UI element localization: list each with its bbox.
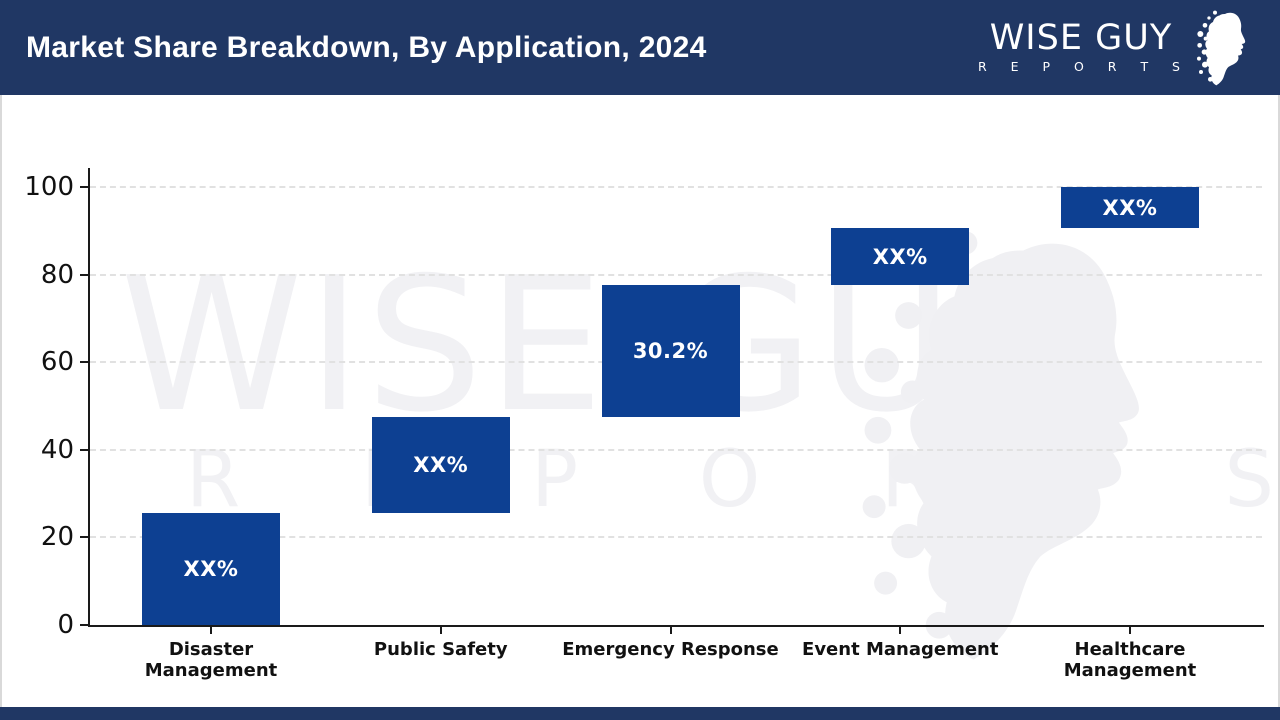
y-tick — [80, 624, 88, 626]
x-tick — [899, 627, 902, 634]
right-border — [1278, 95, 1280, 707]
x-category-label: Public Safety — [373, 639, 508, 660]
brand-wordmark: WISE GUY R E P O R T S — [972, 21, 1190, 74]
gridline — [90, 536, 1262, 539]
x-axis — [88, 625, 1264, 627]
bar-value-label: 30.2% — [632, 339, 709, 364]
y-tick — [80, 361, 88, 364]
left-border — [0, 95, 2, 707]
bar-value-label: XX% — [872, 244, 928, 269]
header: Market Share Breakdown, By Application, … — [0, 0, 1280, 95]
brand-logo: WISE GUY R E P O R T S — [972, 8, 1254, 88]
gridline — [90, 186, 1262, 188]
y-tick-label: 40 — [40, 434, 74, 465]
y-tick — [80, 186, 88, 188]
footer-bar — [0, 707, 1280, 720]
brand-name: WISE GUY — [989, 18, 1173, 59]
y-tick-label: 60 — [40, 347, 74, 378]
x-category-label: Disaster Management — [144, 639, 278, 681]
x-tick — [1129, 627, 1131, 634]
y-tick-label: 20 — [40, 522, 74, 553]
y-axis — [88, 168, 90, 627]
x-tick — [210, 627, 212, 634]
x-tick — [669, 627, 672, 634]
bar-segment: 30.2% — [601, 285, 740, 418]
y-tick-label: 0 — [57, 610, 74, 640]
y-tick — [80, 273, 88, 276]
bar-segment: XX% — [831, 228, 970, 286]
bar-segment: XX% — [371, 417, 510, 513]
page-title: Market Share Breakdown, By Application, … — [26, 30, 707, 64]
bar-value-label: XX% — [183, 556, 239, 581]
x-category-label: Event Management — [802, 639, 999, 660]
bar-segment: XX% — [142, 512, 280, 625]
chart-body: WISE GUY R E P O R T S 0 20 40 60 80 100 XX% Di… — [0, 95, 1280, 707]
y-tick — [80, 448, 88, 451]
y-tick-label: 80 — [40, 259, 74, 290]
y-tick-label: 100 — [24, 172, 74, 202]
brand-subtitle: R E P O R T S — [977, 59, 1190, 75]
x-category-label: Emergency Response — [562, 639, 779, 660]
bar-value-label: XX% — [1102, 195, 1158, 220]
bar-value-label: XX% — [413, 453, 469, 478]
gridline — [90, 448, 1262, 451]
x-category-label: Healthcare Management — [1063, 639, 1197, 681]
y-tick — [80, 536, 88, 539]
head-silhouette-icon — [1197, 10, 1246, 85]
gridline — [90, 273, 1262, 276]
x-tick — [439, 627, 442, 634]
bar-segment: XX% — [1061, 187, 1199, 229]
